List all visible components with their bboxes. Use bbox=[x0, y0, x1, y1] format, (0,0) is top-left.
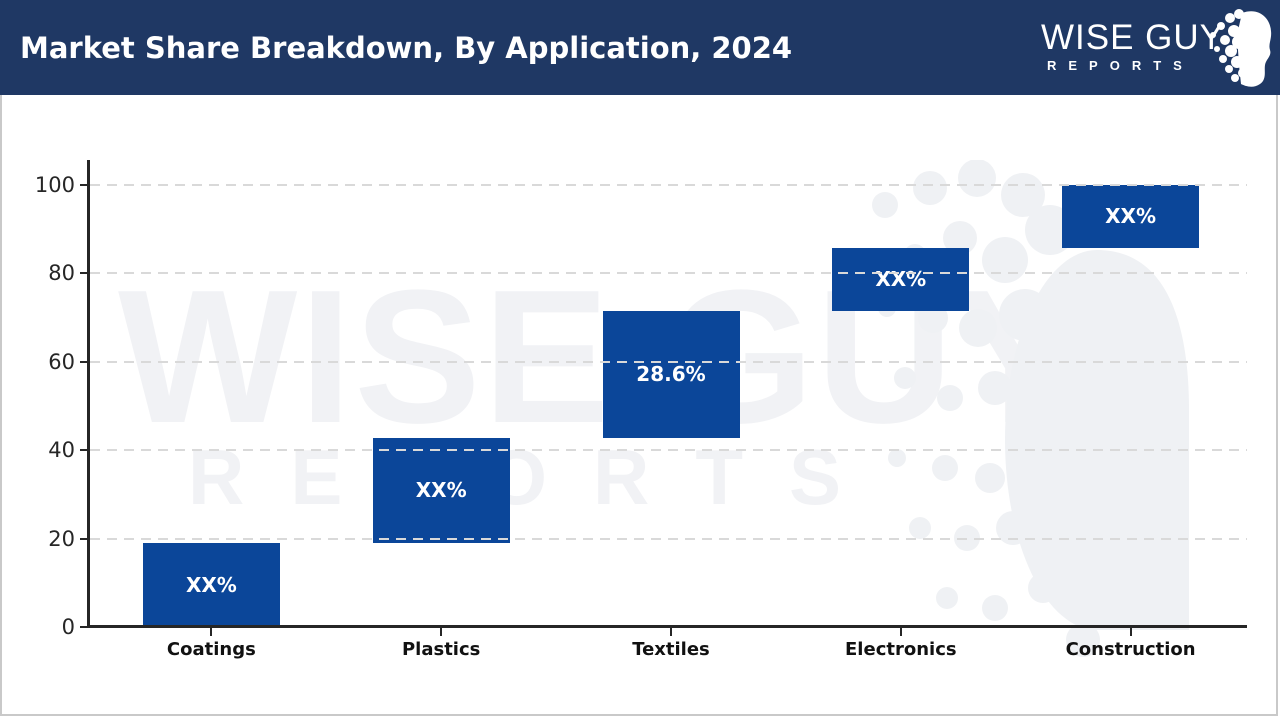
gridline-40 bbox=[90, 449, 1247, 451]
x-tick-mark bbox=[210, 628, 213, 636]
gridline-80 bbox=[90, 272, 1247, 274]
y-tick-label: 0 bbox=[61, 615, 75, 639]
gridline-100 bbox=[90, 183, 1247, 186]
bar-coatings: XX% bbox=[142, 542, 280, 627]
x-category-label: Coatings bbox=[166, 639, 256, 660]
y-tick-mark bbox=[80, 360, 88, 363]
y-tick-label: 20 bbox=[48, 526, 75, 551]
x-tick-mark bbox=[440, 628, 443, 636]
x-category-label: Textiles bbox=[632, 639, 710, 660]
x-category-label: Construction bbox=[1065, 639, 1196, 660]
y-tick-label: 100 bbox=[34, 172, 75, 197]
watermark-face-dots-icon bbox=[872, 160, 1189, 657]
y-tick-label: 40 bbox=[48, 438, 75, 462]
y-tick-mark bbox=[80, 626, 88, 628]
y-tick-mark bbox=[80, 272, 88, 274]
x-axis-line bbox=[87, 625, 1247, 628]
watermark-reports-text: REPORTS bbox=[188, 433, 888, 521]
y-tick-mark bbox=[80, 183, 88, 186]
bar-plastics: XX% bbox=[372, 437, 510, 543]
x-tick-mark bbox=[670, 628, 672, 636]
x-tick-mark bbox=[899, 628, 902, 636]
bar-value-label: 28.6% bbox=[636, 362, 706, 387]
page-title: Market Share Breakdown, By Application, … bbox=[20, 30, 793, 65]
bar-electronics: XX% bbox=[832, 247, 970, 312]
bar-textiles: 28.6% bbox=[602, 311, 740, 438]
gridline-60 bbox=[90, 360, 1247, 363]
gridline-20 bbox=[90, 537, 1247, 540]
y-tick-label: 80 bbox=[48, 261, 75, 285]
wiseguy-logo-subtext: REPORTS bbox=[1047, 58, 1194, 73]
y-tick-mark bbox=[80, 449, 88, 451]
header: Market Share Breakdown, By Application, … bbox=[0, 0, 1280, 95]
y-tick-label: 60 bbox=[48, 349, 75, 374]
bar-value-label: XX% bbox=[1105, 204, 1157, 229]
x-category-label: Electronics bbox=[845, 639, 957, 660]
wiseguy-logo-face-icon bbox=[1210, 9, 1272, 87]
bar-value-label: XX% bbox=[185, 572, 237, 597]
y-axis-line bbox=[87, 160, 90, 628]
bar-construction: XX% bbox=[1062, 184, 1200, 248]
x-category-label: Plastics bbox=[401, 639, 481, 660]
x-tick-mark bbox=[1129, 628, 1132, 636]
wiseguy-logo-text: WISE GUY bbox=[1041, 18, 1225, 57]
bar-value-label: XX% bbox=[415, 478, 467, 503]
bar-value-label: XX% bbox=[875, 267, 927, 292]
y-tick-mark bbox=[80, 537, 88, 540]
